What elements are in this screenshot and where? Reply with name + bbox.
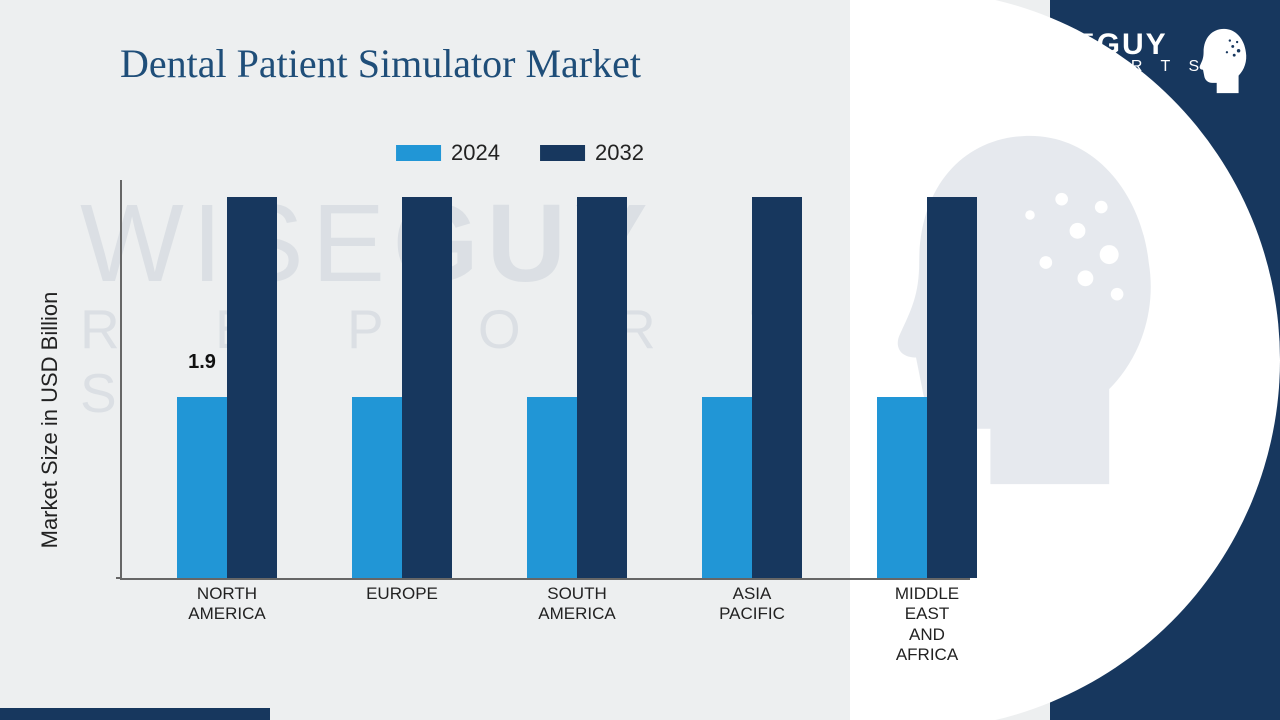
legend: 2024 2032 bbox=[396, 140, 644, 166]
logo: WISEGUY R E P O R T S bbox=[1012, 18, 1262, 98]
brand-panel bbox=[1050, 0, 1280, 720]
bar-group: SOUTH AMERICA bbox=[527, 197, 627, 578]
category-label: SOUTH AMERICA bbox=[512, 584, 642, 625]
logo-guy: GUY bbox=[1097, 28, 1168, 61]
bar bbox=[227, 197, 277, 578]
bar-group: MIDDLE EAST AND AFRICA bbox=[877, 197, 977, 578]
bar-group: NORTH AMERICA bbox=[177, 197, 277, 578]
legend-item: 2024 bbox=[396, 140, 500, 166]
value-label: 1.9 bbox=[188, 351, 216, 374]
logo-reports: R E P O R T S bbox=[1012, 58, 1206, 76]
bar bbox=[352, 397, 402, 578]
bar bbox=[177, 397, 227, 578]
y-axis-label: Market Size in USD Billion bbox=[37, 292, 63, 549]
bar-group: EUROPE bbox=[352, 197, 452, 578]
legend-swatch bbox=[540, 145, 585, 161]
bar bbox=[527, 397, 577, 578]
bar bbox=[702, 397, 752, 578]
bar bbox=[877, 397, 927, 578]
bar bbox=[402, 197, 452, 578]
category-label: EUROPE bbox=[337, 584, 467, 604]
bottom-accent-bar bbox=[0, 708, 270, 720]
plot: NORTH AMERICA EUROPE SOUTH AMERICA ASIA PAC… bbox=[120, 180, 970, 580]
legend-item: 2032 bbox=[540, 140, 644, 166]
category-label: MIDDLE EAST AND AFRICA bbox=[862, 584, 992, 666]
logo-wise: WISE bbox=[1012, 28, 1097, 61]
category-label: NORTH AMERICA bbox=[162, 584, 292, 625]
legend-swatch bbox=[396, 145, 441, 161]
category-label: ASIA PACIFIC bbox=[687, 584, 817, 625]
legend-label: 2024 bbox=[451, 140, 500, 166]
bar bbox=[752, 197, 802, 578]
bar bbox=[927, 197, 977, 578]
bar-group: ASIA PACIFIC bbox=[702, 197, 802, 578]
bar bbox=[577, 197, 627, 578]
chart-title: Dental Patient Simulator Market bbox=[120, 40, 641, 87]
legend-label: 2032 bbox=[595, 140, 644, 166]
chart: Market Size in USD Billion 20242032 NORT… bbox=[60, 140, 980, 700]
